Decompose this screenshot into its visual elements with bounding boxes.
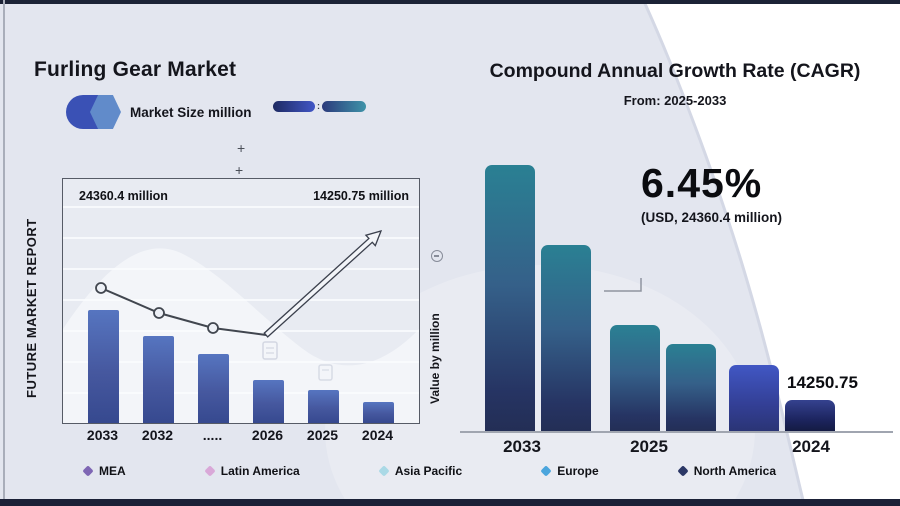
cagr-bar	[729, 365, 779, 432]
legend-item[interactable]: Europe	[540, 464, 599, 478]
cagr-percentage: 6.45%	[641, 160, 763, 206]
right-x-axis-line	[460, 431, 893, 433]
cagr-usd-note: (USD, 24360.4 million)	[641, 210, 783, 225]
market-bar	[198, 354, 229, 423]
diamond-icon	[540, 465, 552, 477]
start-value-annotation: 24360.4 million	[79, 189, 168, 203]
ghost-clipboard-icon	[262, 341, 278, 360]
trend-line	[100, 287, 267, 336]
legend-label: MEA	[99, 464, 126, 478]
growth-arrow-icon	[263, 230, 383, 338]
market-size-label: Market Size million	[130, 104, 252, 120]
publisher-watermark: FUTURE MARKET REPORT	[24, 218, 39, 398]
legend-item[interactable]: Asia Pacific	[378, 464, 463, 478]
ratio-pill-left-icon	[273, 101, 315, 112]
plus-mark-icon: +	[237, 140, 246, 156]
diamond-icon	[677, 465, 689, 477]
legend-label: Asia Pacific	[394, 464, 463, 478]
market-bar	[253, 380, 284, 423]
cagr-title: Compound Annual Growth Rate (CAGR)	[489, 60, 861, 82]
x-tick-label: 2024	[792, 437, 830, 456]
diamond-icon	[82, 465, 94, 477]
x-tick-label: 2024	[361, 427, 394, 443]
left-chart-title: Furling Gear Market	[34, 58, 237, 81]
bottom-border-bar	[0, 499, 900, 506]
legend-item[interactable]: MEA	[82, 464, 126, 478]
region-legend: MEA Latin America Asia Pacific Europe North …	[82, 464, 776, 478]
x-tick-label: 2033	[86, 427, 119, 443]
cagr-bars-layer	[460, 150, 895, 432]
market-size-chart-panel: 24360.4 million 14250.75 million	[62, 178, 420, 424]
x-tick-label: 2026	[251, 427, 284, 443]
x-tick-label: 2025	[306, 427, 339, 443]
diamond-icon	[378, 465, 390, 477]
trend-marker-icon	[95, 282, 107, 294]
diamond-icon	[204, 465, 216, 477]
cagr-bar	[541, 245, 591, 432]
legend-label: North America	[693, 464, 776, 478]
market-size-icon	[66, 94, 122, 130]
market-bar	[363, 402, 394, 423]
ratio-pill-right-icon	[322, 101, 366, 112]
x-tick-label: .....	[202, 427, 223, 443]
ratio-separator: :	[317, 101, 320, 111]
value-axis-label: Value by million	[428, 313, 442, 405]
x-tick-label: 2025	[630, 437, 668, 456]
legend-label: Europe	[557, 464, 599, 478]
cagr-period-subtitle: From: 2025-2033	[623, 93, 727, 108]
market-size-legend: Market Size million	[66, 94, 252, 130]
cagr-bar	[610, 325, 660, 432]
cagr-stat-block: 6.45% (USD, 24360.4 million)	[641, 160, 782, 225]
market-bar	[88, 310, 119, 423]
x-tick-label: 2033	[503, 437, 541, 456]
ghost-clipboard-icon	[318, 364, 333, 381]
left-x-axis-labels: 2033 2032..... 2026 2025 2024	[62, 427, 418, 445]
market-bar	[143, 336, 174, 423]
cagr-bar	[785, 400, 835, 432]
ratio-pills: :	[273, 101, 366, 112]
x-tick-label: 2032	[141, 427, 174, 443]
top-border-bar	[0, 0, 900, 4]
plus-mark-icon: +	[235, 162, 244, 178]
market-bar	[308, 390, 339, 423]
legend-item[interactable]: North America	[677, 464, 776, 478]
legend-item[interactable]: Latin America	[204, 464, 300, 478]
legend-label: Latin America	[220, 464, 300, 478]
cagr-bar	[666, 344, 716, 432]
cagr-bar	[485, 165, 535, 432]
right-x-axis-labels: 2033 2025 2024	[460, 437, 895, 459]
circled-minus-icon	[431, 250, 443, 262]
end-value-annotation: 14250.75 million	[313, 189, 409, 203]
left-border-line	[3, 0, 5, 506]
trend-marker-icon	[207, 322, 219, 334]
trend-marker-icon	[153, 307, 165, 319]
bar-value-label: 14250.75	[787, 373, 858, 392]
